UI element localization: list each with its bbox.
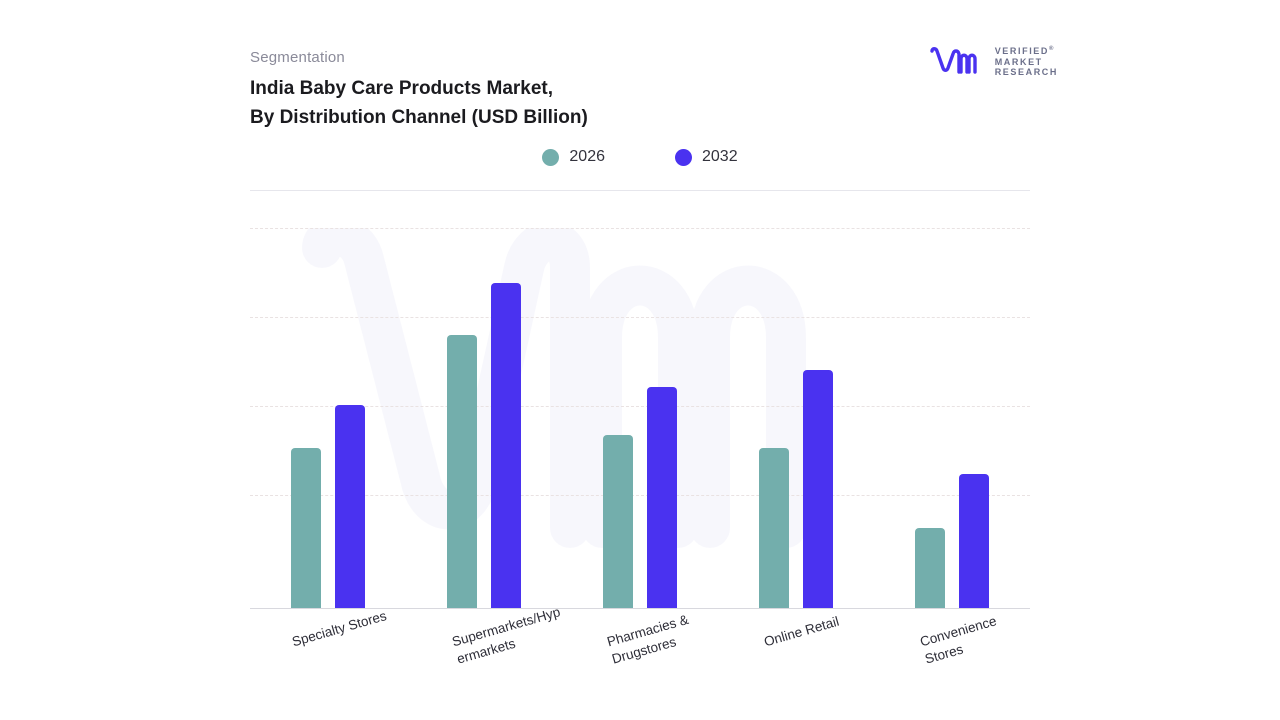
brand-logo: VERIFIED® MARKET RESEARCH (929, 44, 1058, 78)
bar-2032[interactable] (647, 387, 677, 608)
category-label: Pharmacies & Drugstores (605, 611, 691, 667)
bar-2026[interactable] (603, 434, 633, 608)
legend-swatch-2026 (542, 148, 560, 166)
segmentation-label: Segmentation (250, 49, 345, 66)
header-divider (250, 190, 1030, 191)
bar-2026[interactable] (291, 447, 321, 608)
gridline-0 (250, 228, 1030, 229)
bar-group (874, 228, 1030, 608)
chart-legend: 2026 2032 (250, 148, 1030, 166)
registered-icon: ® (1049, 46, 1056, 52)
legend-swatch-2032 (675, 148, 692, 166)
gridline-3 (250, 495, 1030, 496)
gridline-2 (250, 406, 1030, 407)
category-label: Online Retail (762, 613, 841, 650)
bar-group (250, 228, 406, 608)
bar-2032[interactable] (335, 404, 365, 608)
bar-2032[interactable] (491, 283, 521, 608)
category-label: Supermarkets/Hyp ermarkets (450, 604, 562, 667)
brand-wordmark: VERIFIED® MARKET RESEARCH (995, 44, 1058, 78)
legend-item-2032[interactable]: 2032 (675, 148, 738, 166)
legend-item-2026[interactable]: 2026 (542, 148, 605, 166)
vmr-mark-icon (929, 46, 986, 76)
legend-label-2026: 2026 (569, 148, 605, 165)
bar-2026[interactable] (915, 528, 945, 608)
category-label: Specialty Stores (290, 608, 389, 650)
bar-group-container (250, 228, 1030, 608)
brand-line-2: MARKET (994, 56, 1043, 67)
bar-group (718, 228, 874, 608)
bar-2026[interactable] (447, 335, 477, 608)
legend-label-2032: 2032 (702, 148, 738, 165)
plot-area (250, 228, 1030, 609)
category-label: Convenience Stores (918, 613, 999, 667)
bar-2032[interactable] (803, 369, 833, 608)
bar-group (406, 228, 562, 608)
gridline-1 (250, 317, 1030, 318)
bar-2026[interactable] (759, 447, 789, 608)
brand-line-1: VERIFIED (994, 46, 1049, 56)
bar-group (562, 228, 718, 608)
x-axis-line (250, 608, 1030, 609)
brand-line-3: RESEARCH (994, 67, 1058, 77)
bar-2032[interactable] (959, 473, 989, 608)
category-labels: Specialty Stores Supermarkets/Hyp ermarke… (250, 604, 1030, 712)
page-title: India Baby Care Products Market, By Dist… (250, 78, 588, 128)
